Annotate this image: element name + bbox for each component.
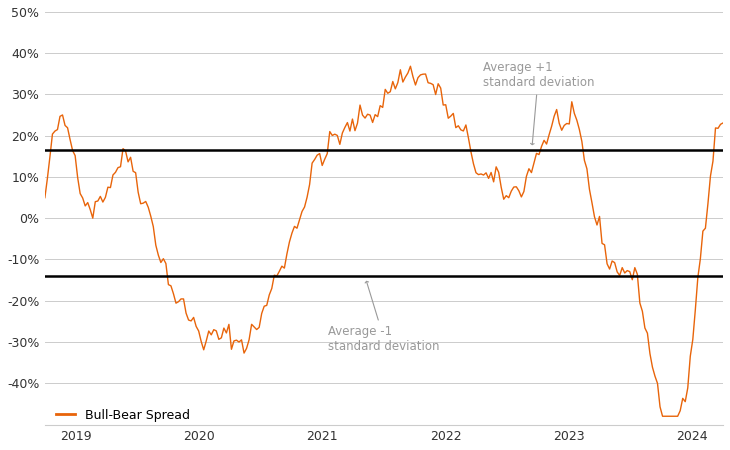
Text: Average -1
standard deviation: Average -1 standard deviation [328, 281, 440, 354]
Text: Average +1
standard deviation: Average +1 standard deviation [483, 62, 594, 144]
Legend: Bull-Bear Spread: Bull-Bear Spread [51, 404, 195, 427]
